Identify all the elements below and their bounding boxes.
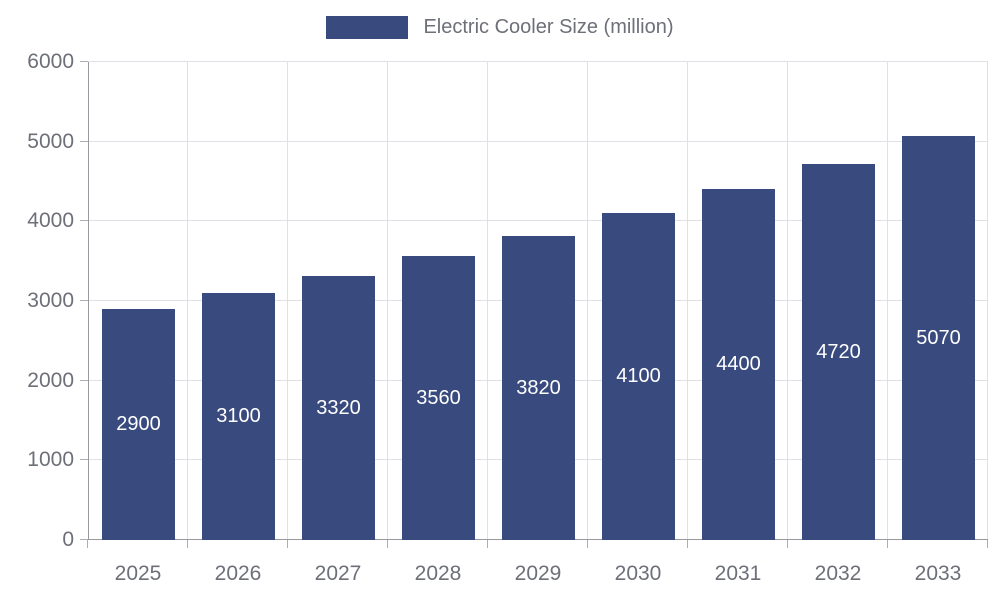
y-axis-tick bbox=[80, 379, 88, 381]
x-axis-tick bbox=[887, 540, 888, 548]
x-tick-label: 2030 bbox=[614, 562, 662, 585]
x-gridline bbox=[587, 62, 588, 540]
x-gridline bbox=[987, 62, 988, 540]
bar-value-label: 3820 bbox=[516, 376, 561, 399]
x-axis-tick bbox=[687, 540, 688, 548]
x-axis-tick bbox=[387, 540, 388, 548]
legend-item[interactable]: Electric Cooler Size (million) bbox=[326, 16, 674, 39]
x-tick-label: 2029 bbox=[514, 562, 562, 585]
x-axis-tick bbox=[987, 540, 988, 548]
y-tick-label: 3000 bbox=[27, 289, 74, 312]
bar: 3560 bbox=[402, 256, 475, 540]
legend: Electric Cooler Size (million) bbox=[0, 16, 1000, 39]
bar-value-label: 3560 bbox=[416, 386, 461, 409]
bar-value-label: 4400 bbox=[716, 353, 761, 375]
x-tick-label: 2026 bbox=[214, 562, 262, 585]
bar: 2900 bbox=[102, 309, 175, 540]
bar-value-label: 3100 bbox=[216, 405, 261, 427]
bar-value-label: 4100 bbox=[616, 365, 661, 387]
y-axis-tick bbox=[80, 300, 88, 301]
y-tick-label: 4000 bbox=[27, 209, 74, 233]
y-axis-line bbox=[88, 62, 89, 540]
bar: 3320 bbox=[302, 276, 375, 540]
x-tick-label: 2028 bbox=[414, 562, 462, 585]
y-gridline bbox=[88, 61, 988, 62]
x-tick-label: 2033 bbox=[914, 562, 962, 585]
x-gridline bbox=[187, 62, 188, 540]
x-axis-tick bbox=[87, 540, 88, 548]
x-tick-label: 2027 bbox=[314, 562, 362, 585]
x-axis-tick bbox=[287, 540, 288, 548]
x-axis-tick bbox=[187, 540, 188, 548]
y-axis-tick bbox=[80, 459, 88, 461]
bar: 5070 bbox=[902, 136, 975, 540]
bar: 4720 bbox=[802, 164, 875, 540]
bar: 4100 bbox=[602, 213, 675, 540]
x-tick-label: 2032 bbox=[814, 562, 862, 585]
bar: 3100 bbox=[202, 293, 275, 540]
x-gridline bbox=[487, 62, 488, 540]
y-tick-label: 1000 bbox=[27, 448, 74, 472]
legend-label: Electric Cooler Size (million) bbox=[423, 16, 674, 38]
bar-value-label: 2900 bbox=[116, 413, 161, 435]
x-axis-tick bbox=[487, 540, 488, 548]
y-tick-label: 0 bbox=[62, 528, 74, 551]
y-axis-tick bbox=[80, 539, 88, 540]
x-axis-tick bbox=[787, 540, 788, 548]
x-gridline bbox=[387, 62, 388, 540]
y-gridline bbox=[88, 140, 988, 142]
legend-swatch bbox=[326, 16, 409, 39]
y-tick-label: 2000 bbox=[27, 368, 74, 392]
bar: 4400 bbox=[702, 189, 775, 540]
x-gridline bbox=[687, 62, 688, 540]
y-axis-tick bbox=[80, 140, 88, 142]
x-gridline bbox=[287, 62, 288, 540]
x-gridline bbox=[887, 62, 888, 540]
x-axis-tick bbox=[587, 540, 588, 548]
y-axis-tick bbox=[80, 61, 88, 62]
bar: 3820 bbox=[502, 236, 575, 540]
bar-value-label: 3320 bbox=[316, 396, 361, 419]
bar-value-label: 5070 bbox=[916, 326, 961, 349]
y-tick-label: 5000 bbox=[27, 129, 74, 153]
y-tick-label: 6000 bbox=[27, 50, 74, 73]
y-axis-tick bbox=[80, 220, 88, 222]
y-gridline bbox=[88, 220, 988, 222]
x-gridline bbox=[787, 62, 788, 540]
bar-value-label: 4720 bbox=[816, 340, 861, 363]
x-tick-label: 2025 bbox=[114, 562, 162, 585]
x-tick-label: 2031 bbox=[714, 562, 762, 585]
